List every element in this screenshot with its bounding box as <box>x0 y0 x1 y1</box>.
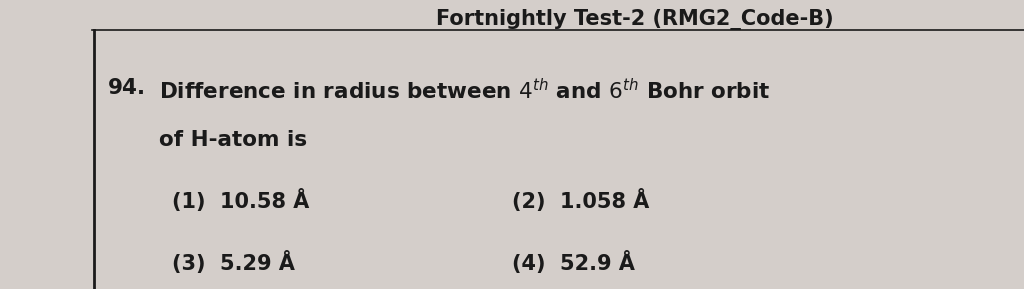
Text: (2)  1.058 Å: (2) 1.058 Å <box>512 189 649 212</box>
Text: of H-atom is: of H-atom is <box>159 130 307 150</box>
Text: Fortnightly Test-2 (RMG2_Code-B): Fortnightly Test-2 (RMG2_Code-B) <box>436 9 834 30</box>
Text: 94.: 94. <box>108 78 145 98</box>
Text: (1)  10.58 Å: (1) 10.58 Å <box>172 189 309 212</box>
Text: Difference in radius between $4^{th}$ and $6^{th}$ Bohr orbit: Difference in radius between $4^{th}$ an… <box>159 78 770 103</box>
Text: (4)  52.9 Å: (4) 52.9 Å <box>512 251 635 275</box>
Text: (3)  5.29 Å: (3) 5.29 Å <box>172 251 295 275</box>
